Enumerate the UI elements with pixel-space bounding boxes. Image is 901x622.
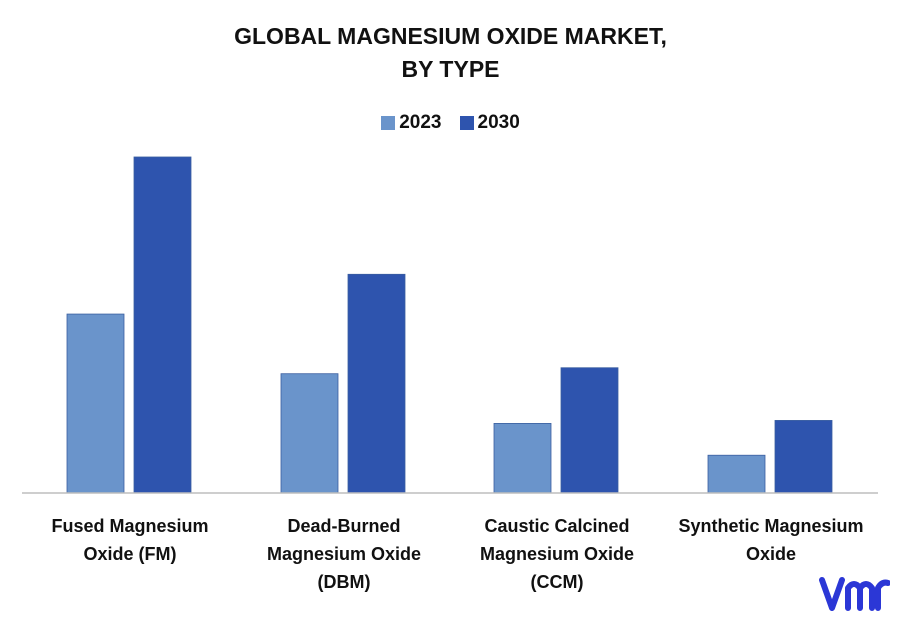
legend-item-2030: 2030 [459,112,520,134]
bar-2023-0 [66,313,125,494]
category-label-fm: Fused Magnesium Oxide (FM) [51,516,209,564]
bar-2030-1 [347,273,406,494]
chart-title: GLOBAL MAGNESIUM OXIDE MARKET, BY TYPE [0,20,901,86]
bar-2023-1 [280,373,339,494]
legend-item-2023: 2023 [381,112,442,134]
chart-title-line1: GLOBAL MAGNESIUM OXIDE MARKET, [234,23,667,49]
bar-2030-2 [560,367,619,494]
bar-2023-2 [493,423,552,494]
legend: 2023 2030 [0,112,901,134]
vmr-logo-icon [819,577,890,611]
legend-label-2030: 2030 [477,112,520,133]
bar-2023-3 [707,454,766,494]
category-label-ccm: Caustic Calcined Magnesium Oxide (CCM) [479,516,635,592]
category-label-dbm: Dead-Burned Magnesium Oxide (DBM) [266,516,422,592]
bar-2030-3 [774,420,833,494]
chart-title-line2: BY TYPE [401,56,500,82]
legend-swatch-2023 [381,116,396,130]
bar-2030-0 [133,156,192,494]
category-label-synthetic: Synthetic Magnesium Oxide [678,516,864,564]
legend-swatch-2030 [459,116,474,130]
legend-label-2023: 2023 [399,112,442,133]
